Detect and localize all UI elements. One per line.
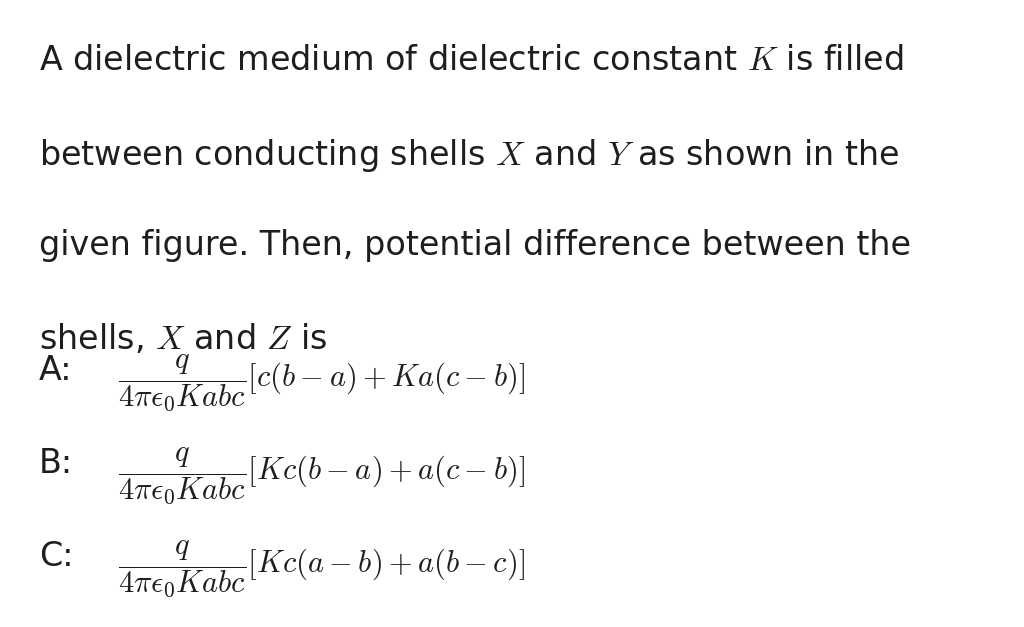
Text: B:: B: (39, 447, 73, 480)
Text: given figure. Then, potential difference between the: given figure. Then, potential difference… (39, 229, 911, 263)
Text: $\dfrac{q}{4\pi\epsilon_0 Kabc}[c(b-a)+Ka(c-b)]$: $\dfrac{q}{4\pi\epsilon_0 Kabc}[c(b-a)+K… (118, 354, 524, 414)
Text: A dielectric medium of dielectric constant $\mathit{K}$ is filled: A dielectric medium of dielectric consta… (39, 44, 903, 77)
Text: C:: C: (39, 540, 74, 573)
Text: $\dfrac{q}{4\pi\epsilon_0 Kabc}[Kc(b-a)+a(c-b)]$: $\dfrac{q}{4\pi\epsilon_0 Kabc}[Kc(b-a)+… (118, 447, 524, 507)
Text: shells, $\mathit{X}$ and $\mathit{Z}$ is: shells, $\mathit{X}$ and $\mathit{Z}$ is (39, 322, 327, 356)
Text: $\dfrac{q}{4\pi\epsilon_0 Kabc}[Kc(a-b)+a(b-c)]$: $\dfrac{q}{4\pi\epsilon_0 Kabc}[Kc(a-b)+… (118, 540, 524, 600)
Text: A:: A: (39, 354, 73, 387)
Text: between conducting shells $\mathit{X}$ and $\mathit{Y}$ as shown in the: between conducting shells $\mathit{X}$ a… (39, 137, 899, 174)
